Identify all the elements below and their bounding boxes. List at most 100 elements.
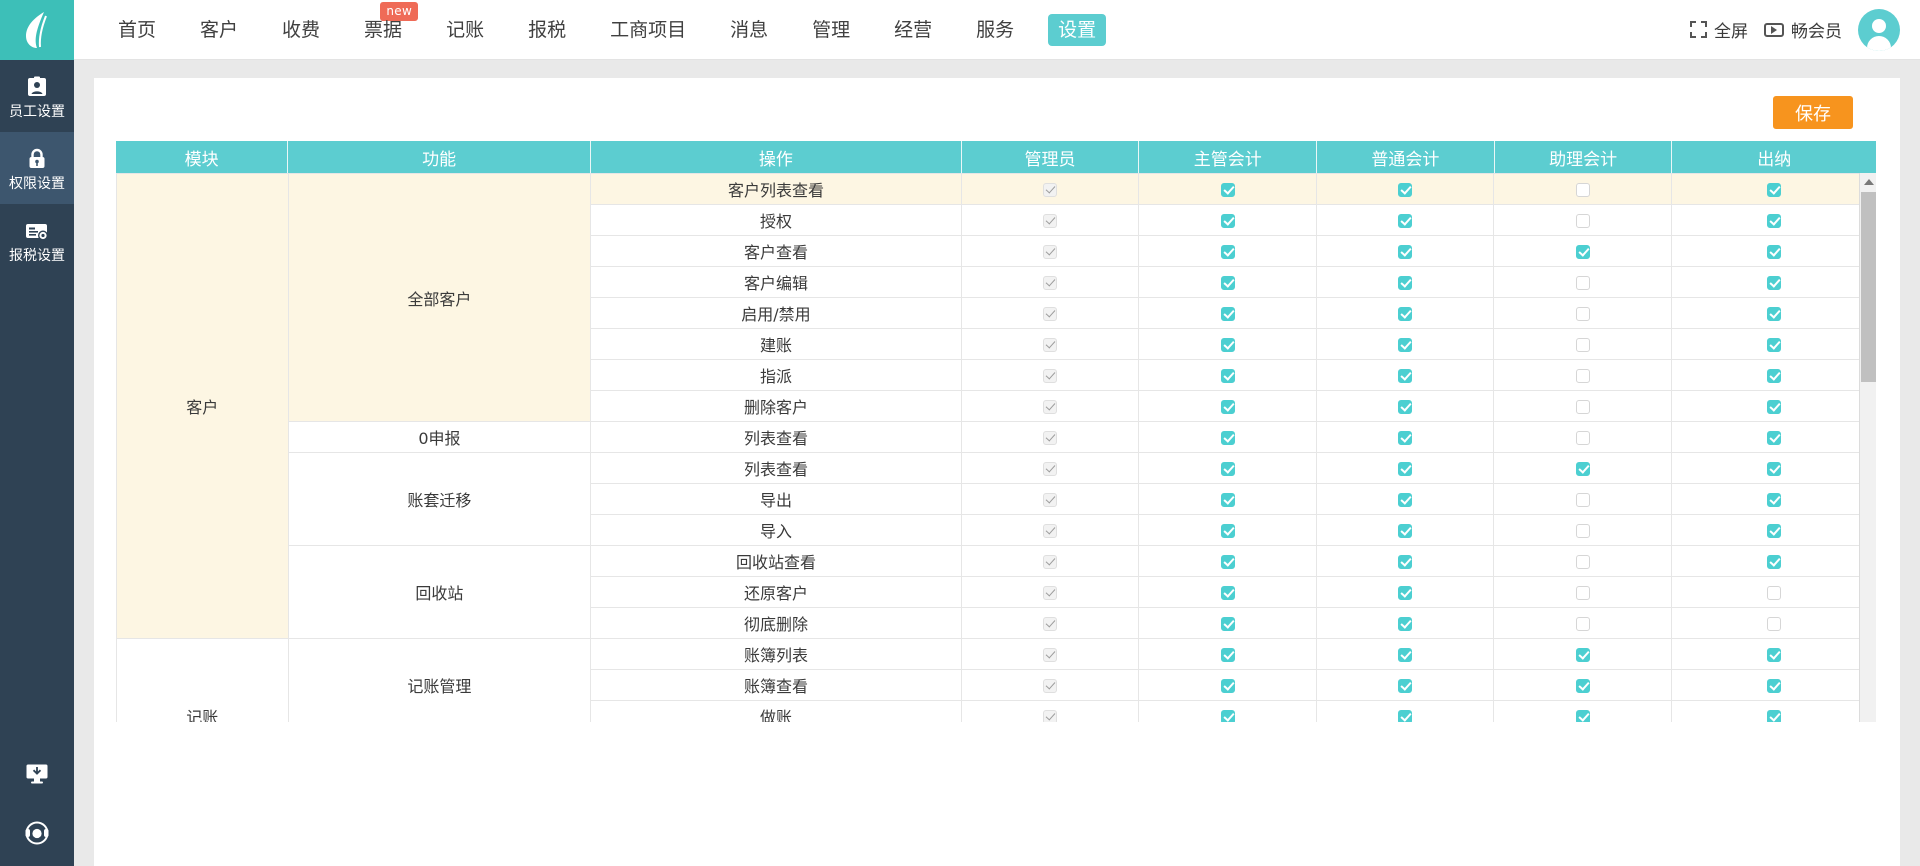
permission-checkbox-cashier[interactable] xyxy=(1766,338,1781,352)
permission-checkbox-chief-accountant[interactable] xyxy=(1220,493,1235,507)
nav-item-settings[interactable]: 设置 xyxy=(1036,0,1118,60)
permission-checkbox-chief-accountant[interactable] xyxy=(1220,586,1235,600)
permission-checkbox-cashier[interactable] xyxy=(1766,648,1781,662)
permission-checkbox-cashier[interactable] xyxy=(1766,245,1781,259)
permission-checkbox-cashier[interactable] xyxy=(1766,493,1781,507)
permission-checkbox-cashier[interactable] xyxy=(1766,462,1781,476)
permission-checkbox-chief-accountant[interactable] xyxy=(1220,183,1235,197)
avatar[interactable] xyxy=(1858,8,1900,51)
nav-item-8[interactable]: 管理 xyxy=(790,0,872,60)
permission-checkbox-assistant-accountant[interactable] xyxy=(1575,679,1590,693)
permission-checkbox-cashier[interactable] xyxy=(1766,369,1781,383)
sidebar-item-permission-settings[interactable]: 权限设置 xyxy=(0,132,74,204)
permission-checkbox-assistant-accountant[interactable] xyxy=(1575,586,1590,600)
permission-checkbox-assistant-accountant[interactable] xyxy=(1575,555,1590,569)
permission-checkbox-cashier[interactable] xyxy=(1766,214,1781,228)
permission-checkbox-assistant-accountant[interactable] xyxy=(1575,183,1590,197)
nav-item-6[interactable]: 工商项目 xyxy=(588,0,708,60)
permission-checkbox-cashier[interactable] xyxy=(1766,617,1781,631)
permission-checkbox-chief-accountant[interactable] xyxy=(1220,555,1235,569)
permission-checkbox-cashier[interactable] xyxy=(1766,710,1781,722)
nav-item-3[interactable]: 票据 new xyxy=(342,0,424,60)
cell-permission-accountant xyxy=(1315,359,1495,391)
scrollbar-thumb[interactable] xyxy=(1861,192,1876,382)
permission-checkbox-accountant[interactable] xyxy=(1398,369,1413,383)
permission-checkbox-accountant[interactable] xyxy=(1398,648,1413,662)
permission-checkbox-chief-accountant[interactable] xyxy=(1220,431,1235,445)
nav-item-0[interactable]: 首页 xyxy=(96,0,178,60)
permission-checkbox-accountant[interactable] xyxy=(1398,400,1413,414)
sidebar-item-employee-settings[interactable]: 员工设置 xyxy=(0,60,74,132)
nav-item-2[interactable]: 收费 xyxy=(260,0,342,60)
permission-checkbox-chief-accountant[interactable] xyxy=(1220,214,1235,228)
member-button[interactable]: 畅会员 xyxy=(1764,17,1842,42)
nav-item-4[interactable]: 记账 xyxy=(424,0,506,60)
permission-checkbox-assistant-accountant[interactable] xyxy=(1575,369,1590,383)
permission-checkbox-admin xyxy=(1042,338,1057,352)
permission-checkbox-chief-accountant[interactable] xyxy=(1220,307,1235,321)
headset-support-icon[interactable] xyxy=(24,820,50,850)
permission-checkbox-cashier[interactable] xyxy=(1766,307,1781,321)
permission-checkbox-assistant-accountant[interactable] xyxy=(1575,710,1590,722)
permission-checkbox-cashier[interactable] xyxy=(1766,276,1781,290)
permission-checkbox-accountant[interactable] xyxy=(1398,214,1413,228)
nav-item-1[interactable]: 客户 xyxy=(178,0,260,60)
permission-checkbox-assistant-accountant[interactable] xyxy=(1575,307,1590,321)
permission-checkbox-cashier[interactable] xyxy=(1766,679,1781,693)
permission-checkbox-chief-accountant[interactable] xyxy=(1220,524,1235,538)
permission-checkbox-cashier[interactable] xyxy=(1766,555,1781,569)
permission-checkbox-cashier[interactable] xyxy=(1766,524,1781,538)
permission-checkbox-assistant-accountant[interactable] xyxy=(1575,617,1590,631)
permission-checkbox-accountant[interactable] xyxy=(1398,617,1413,631)
app-logo[interactable] xyxy=(0,0,74,60)
permission-checkbox-cashier[interactable] xyxy=(1766,586,1781,600)
permission-checkbox-accountant[interactable] xyxy=(1398,586,1413,600)
permission-checkbox-accountant[interactable] xyxy=(1398,245,1413,259)
permission-checkbox-accountant[interactable] xyxy=(1398,338,1413,352)
permission-checkbox-assistant-accountant[interactable] xyxy=(1575,245,1590,259)
nav-item-7[interactable]: 消息 xyxy=(708,0,790,60)
permission-checkbox-chief-accountant[interactable] xyxy=(1220,338,1235,352)
permission-table-scroll-area[interactable]: 客户 全部客户 客户列表查看 授权 客户查看 客户编辑 启用/禁用 建账 指派 删除客户 0申报 列表… xyxy=(116,173,1876,722)
permission-checkbox-accountant[interactable] xyxy=(1398,431,1413,445)
permission-checkbox-chief-accountant[interactable] xyxy=(1220,617,1235,631)
nav-item-5[interactable]: 报税 xyxy=(506,0,588,60)
permission-checkbox-chief-accountant[interactable] xyxy=(1220,710,1235,722)
permission-checkbox-accountant[interactable] xyxy=(1398,307,1413,321)
save-button[interactable]: 保存 xyxy=(1773,96,1853,129)
permission-checkbox-cashier[interactable] xyxy=(1766,400,1781,414)
permission-checkbox-chief-accountant[interactable] xyxy=(1220,462,1235,476)
permission-checkbox-accountant[interactable] xyxy=(1398,524,1413,538)
permission-checkbox-accountant[interactable] xyxy=(1398,493,1413,507)
permission-checkbox-assistant-accountant[interactable] xyxy=(1575,493,1590,507)
permission-checkbox-assistant-accountant[interactable] xyxy=(1575,338,1590,352)
permission-checkbox-chief-accountant[interactable] xyxy=(1220,679,1235,693)
download-desktop-icon[interactable] xyxy=(24,762,50,790)
permission-checkbox-accountant[interactable] xyxy=(1398,276,1413,290)
permission-checkbox-chief-accountant[interactable] xyxy=(1220,648,1235,662)
permission-checkbox-accountant[interactable] xyxy=(1398,183,1413,197)
table-vertical-scrollbar[interactable] xyxy=(1859,173,1876,722)
scroll-up-arrow-icon[interactable] xyxy=(1860,173,1876,190)
permission-checkbox-assistant-accountant[interactable] xyxy=(1575,276,1590,290)
permission-checkbox-assistant-accountant[interactable] xyxy=(1575,214,1590,228)
permission-checkbox-accountant[interactable] xyxy=(1398,710,1413,722)
permission-checkbox-chief-accountant[interactable] xyxy=(1220,400,1235,414)
permission-checkbox-assistant-accountant[interactable] xyxy=(1575,431,1590,445)
permission-checkbox-assistant-accountant[interactable] xyxy=(1575,400,1590,414)
permission-checkbox-assistant-accountant[interactable] xyxy=(1575,648,1590,662)
permission-checkbox-chief-accountant[interactable] xyxy=(1220,276,1235,290)
permission-checkbox-accountant[interactable] xyxy=(1398,555,1413,569)
permission-checkbox-chief-accountant[interactable] xyxy=(1220,245,1235,259)
nav-item-9[interactable]: 经营 xyxy=(872,0,954,60)
permission-checkbox-accountant[interactable] xyxy=(1398,462,1413,476)
nav-item-10[interactable]: 服务 xyxy=(954,0,1036,60)
permission-checkbox-cashier[interactable] xyxy=(1766,431,1781,445)
sidebar-item-tax-settings[interactable]: 报税设置 xyxy=(0,204,74,276)
permission-checkbox-assistant-accountant[interactable] xyxy=(1575,462,1590,476)
permission-checkbox-chief-accountant[interactable] xyxy=(1220,369,1235,383)
fullscreen-button[interactable]: 全屏 xyxy=(1690,17,1748,42)
permission-checkbox-assistant-accountant[interactable] xyxy=(1575,524,1590,538)
permission-checkbox-accountant[interactable] xyxy=(1398,679,1413,693)
permission-checkbox-cashier[interactable] xyxy=(1766,183,1781,197)
